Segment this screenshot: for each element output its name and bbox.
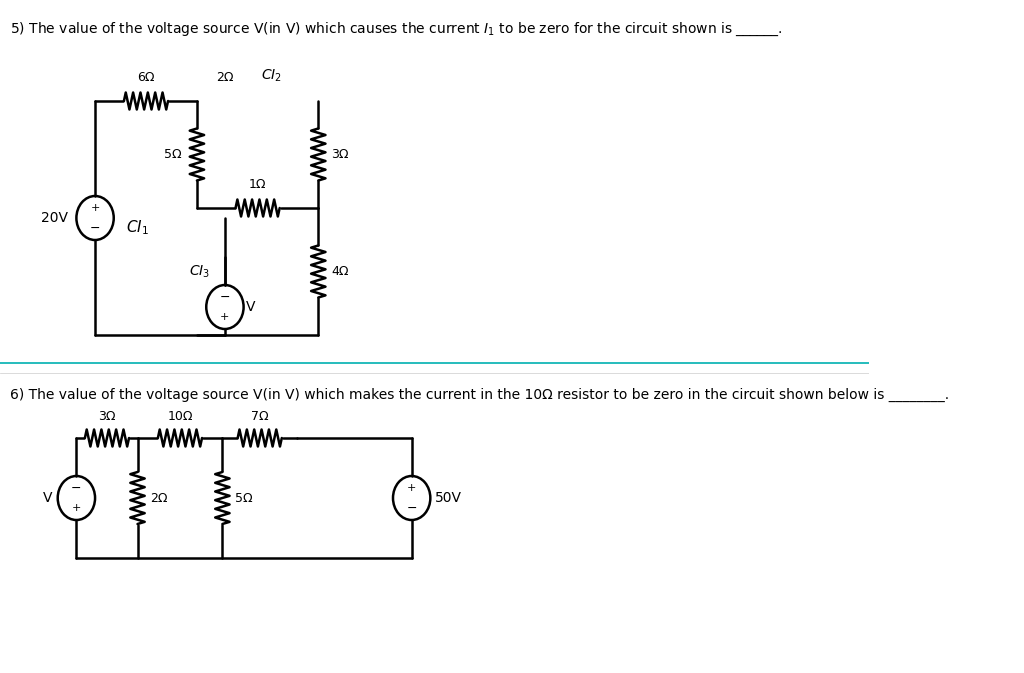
Text: +: +	[90, 203, 99, 213]
Text: 2Ω: 2Ω	[151, 491, 168, 505]
Text: 5Ω: 5Ω	[236, 491, 253, 505]
Text: −: −	[220, 291, 230, 304]
Text: $CI_1$: $CI_1$	[126, 219, 148, 238]
Text: 2Ω: 2Ω	[216, 71, 233, 84]
Text: +: +	[407, 483, 417, 493]
Text: +: +	[220, 312, 229, 322]
Text: +: +	[72, 503, 81, 513]
Text: $CI_2$: $CI_2$	[261, 67, 283, 84]
Text: 4Ω: 4Ω	[331, 265, 348, 278]
Text: 50V: 50V	[435, 491, 463, 505]
Text: 6) The value of the voltage source V(in V) which makes the current in the 10Ω re: 6) The value of the voltage source V(in …	[10, 388, 949, 402]
Text: 6Ω: 6Ω	[137, 71, 155, 84]
Text: 20V: 20V	[41, 211, 68, 225]
Text: 3Ω: 3Ω	[98, 410, 116, 423]
Text: $CI_3$: $CI_3$	[188, 264, 210, 280]
Text: 5Ω: 5Ω	[164, 148, 181, 161]
Text: −: −	[90, 221, 100, 234]
Text: 3Ω: 3Ω	[331, 148, 348, 161]
Text: −: −	[407, 501, 417, 514]
Text: 10Ω: 10Ω	[167, 410, 193, 423]
Text: V: V	[246, 300, 256, 314]
Text: 7Ω: 7Ω	[251, 410, 268, 423]
Text: −: −	[71, 481, 82, 495]
Text: 5) The value of the voltage source V(in V) which causes the current $I_1$ to be : 5) The value of the voltage source V(in …	[10, 21, 782, 38]
Text: V: V	[43, 491, 52, 505]
Text: 1Ω: 1Ω	[249, 178, 266, 191]
